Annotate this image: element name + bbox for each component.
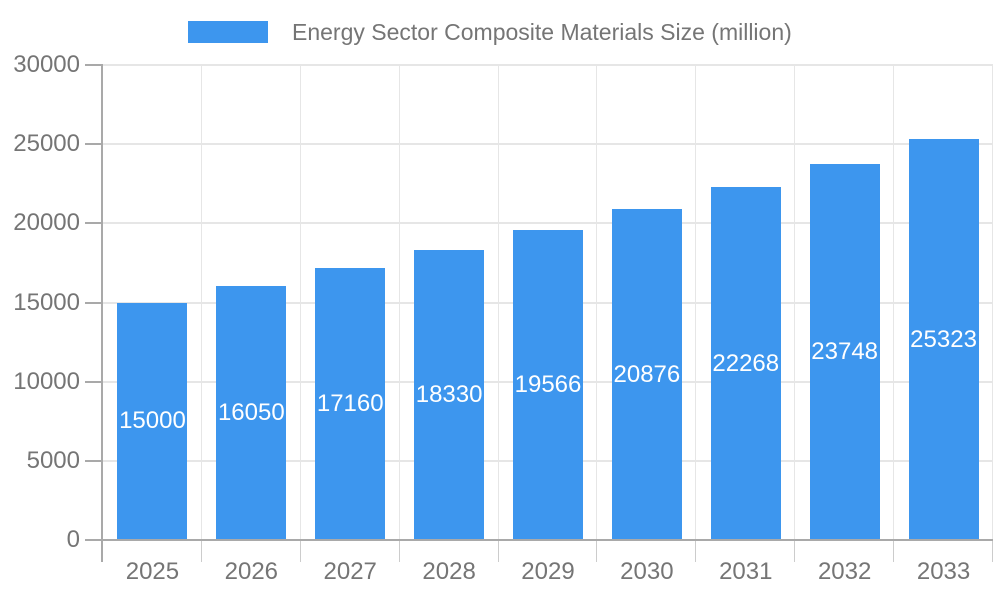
bar-value-label: 20876 — [613, 360, 681, 388]
gridline-vertical — [200, 65, 202, 540]
bar[interactable] — [710, 187, 781, 540]
gridline-horizontal — [103, 143, 993, 146]
x-axis-tick — [596, 540, 598, 562]
bar-value-label: 25323 — [910, 325, 977, 353]
x-axis-tick — [992, 540, 993, 562]
x-axis-label: 2025 — [125, 558, 180, 585]
y-axis-tick — [85, 459, 103, 462]
bar-value-label: 15000 — [119, 407, 186, 435]
gridline-vertical — [596, 65, 598, 540]
x-axis-tick — [398, 540, 400, 562]
legend-swatch[interactable] — [188, 21, 268, 43]
y-axis-tick — [85, 222, 103, 225]
x-axis-tick — [695, 540, 697, 562]
x-axis-tick — [497, 540, 499, 562]
y-axis-label: 15000 — [13, 288, 80, 316]
y-axis-tick — [85, 301, 103, 304]
gridline-vertical — [893, 65, 895, 540]
bar[interactable] — [216, 285, 287, 540]
gridline-vertical — [992, 65, 993, 540]
gridline-vertical — [398, 65, 400, 540]
legend-label: Energy Sector Composite Materials Size (… — [292, 19, 792, 45]
y-axis-label: 0 — [66, 526, 80, 553]
x-axis-tick — [299, 540, 301, 562]
x-axis-label: 2030 — [620, 558, 674, 585]
x-axis-label: 2032 — [817, 558, 872, 585]
x-axis-label: 2033 — [916, 558, 971, 585]
y-axis-line — [101, 65, 103, 540]
x-axis-tick — [200, 540, 202, 562]
x-axis-label: 2026 — [224, 558, 279, 585]
y-axis-label: 5000 — [26, 446, 80, 474]
x-axis-tick — [101, 540, 103, 562]
bar[interactable] — [908, 139, 979, 540]
x-axis-label: 2031 — [719, 558, 773, 585]
y-axis-label: 10000 — [13, 367, 80, 395]
x-axis-line — [85, 539, 993, 541]
bar[interactable] — [414, 249, 485, 540]
bar-value-label: 23748 — [811, 337, 879, 365]
x-axis-label: 2029 — [521, 558, 575, 585]
gridline-horizontal — [103, 222, 993, 225]
gridline-vertical — [497, 65, 499, 540]
y-axis-tick — [85, 380, 103, 383]
bar[interactable] — [117, 302, 188, 540]
x-axis-tick — [893, 540, 895, 562]
gridline-vertical — [794, 65, 796, 540]
gridline-vertical — [695, 65, 697, 540]
bar[interactable] — [315, 268, 386, 540]
bar-value-label: 19566 — [514, 371, 582, 399]
y-axis-label: 25000 — [13, 130, 80, 158]
x-axis-tick — [794, 540, 796, 562]
bar-value-label: 17160 — [316, 390, 384, 418]
bar[interactable] — [513, 230, 583, 540]
gridline-vertical — [299, 65, 301, 540]
x-axis-label: 2028 — [422, 558, 476, 585]
gridline-horizontal — [103, 64, 993, 66]
bar[interactable] — [809, 163, 880, 540]
bar-value-label: 18330 — [415, 380, 483, 408]
y-axis-tick — [85, 143, 103, 146]
y-axis-tick — [85, 64, 103, 66]
y-axis-label: 30000 — [13, 51, 80, 78]
y-axis-label: 20000 — [13, 209, 80, 237]
x-axis-label: 2027 — [323, 558, 377, 585]
bar[interactable] — [611, 209, 682, 540]
bar-value-label: 16050 — [217, 398, 285, 426]
bar-value-label: 22268 — [712, 349, 780, 377]
